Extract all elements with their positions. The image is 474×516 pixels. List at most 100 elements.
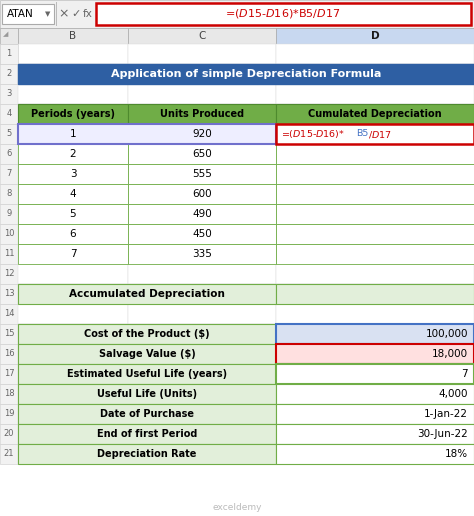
Bar — [276, 424, 474, 444]
Text: 555: 555 — [192, 169, 212, 179]
Bar — [18, 424, 128, 444]
Bar — [18, 384, 128, 404]
Text: Date of Purchase: Date of Purchase — [100, 409, 194, 419]
Bar — [18, 144, 128, 164]
Bar — [18, 44, 128, 64]
Bar — [0, 0, 474, 28]
Bar — [18, 204, 128, 224]
Text: Application of simple Depreciation Formula: Application of simple Depreciation Formu… — [111, 69, 381, 79]
Bar — [0, 104, 18, 124]
Text: ▼: ▼ — [46, 11, 51, 17]
Bar — [18, 344, 276, 364]
Bar — [128, 364, 276, 384]
Bar — [128, 124, 276, 144]
Text: Useful Life (Units): Useful Life (Units) — [97, 389, 197, 399]
Text: ATAN: ATAN — [7, 9, 33, 19]
Bar — [276, 44, 474, 64]
Bar — [128, 184, 276, 204]
Bar — [0, 204, 18, 224]
Bar — [276, 404, 474, 424]
Text: 4: 4 — [70, 189, 76, 199]
Bar — [18, 124, 276, 144]
Bar — [128, 344, 276, 364]
Bar — [276, 364, 474, 384]
Bar — [276, 364, 474, 384]
Text: 16: 16 — [4, 349, 14, 359]
Bar — [276, 124, 474, 144]
Text: 1-Jan-22: 1-Jan-22 — [424, 409, 468, 419]
Bar — [128, 144, 276, 164]
Bar — [276, 384, 474, 404]
Bar — [276, 164, 474, 184]
Bar — [18, 64, 474, 84]
Text: ✓: ✓ — [71, 9, 81, 19]
Text: /$D$17: /$D$17 — [368, 128, 392, 139]
Bar — [0, 164, 18, 184]
Text: 17: 17 — [4, 369, 14, 379]
Bar — [128, 64, 276, 84]
Text: 21: 21 — [4, 449, 14, 459]
Bar — [276, 384, 474, 404]
Text: ◢: ◢ — [3, 31, 9, 37]
Bar — [18, 444, 276, 464]
Bar — [18, 364, 276, 384]
Bar — [0, 264, 18, 284]
Bar — [276, 244, 474, 264]
Bar — [18, 144, 128, 164]
Bar — [0, 444, 18, 464]
Bar — [2, 4, 54, 24]
Bar — [128, 404, 276, 424]
Bar — [128, 264, 276, 284]
Text: Accumulated Depreciation: Accumulated Depreciation — [69, 289, 225, 299]
Bar — [128, 104, 276, 124]
Bar — [128, 284, 276, 304]
Bar — [0, 84, 18, 104]
Text: exceldemy: exceldemy — [212, 504, 262, 512]
Bar — [128, 304, 276, 324]
Bar — [276, 284, 474, 304]
Bar — [0, 28, 18, 44]
Bar — [276, 424, 474, 444]
Text: 1: 1 — [70, 129, 76, 139]
Bar — [0, 324, 18, 344]
Bar — [18, 284, 276, 304]
Bar — [276, 84, 474, 104]
Bar — [0, 364, 18, 384]
Bar — [276, 244, 474, 264]
Bar — [276, 224, 474, 244]
Text: 4: 4 — [6, 109, 12, 119]
Bar — [128, 84, 276, 104]
Bar — [0, 424, 18, 444]
Bar — [128, 184, 276, 204]
Bar — [18, 164, 128, 184]
Bar — [276, 144, 474, 164]
Bar — [18, 124, 128, 144]
Bar — [18, 444, 128, 464]
Bar — [18, 28, 128, 44]
Bar — [128, 204, 276, 224]
Bar — [18, 424, 276, 444]
Bar — [18, 204, 128, 224]
Text: Units Produced: Units Produced — [160, 109, 244, 119]
Text: 600: 600 — [192, 189, 212, 199]
Text: 11: 11 — [4, 250, 14, 259]
Bar — [0, 224, 18, 244]
Bar — [0, 384, 18, 404]
Bar — [128, 204, 276, 224]
Bar — [18, 404, 276, 424]
Bar — [276, 124, 474, 144]
Bar — [18, 164, 128, 184]
Bar — [128, 244, 276, 264]
Text: fx: fx — [83, 9, 93, 19]
Text: 335: 335 — [192, 249, 212, 259]
Text: 3: 3 — [70, 169, 76, 179]
Bar — [128, 224, 276, 244]
Bar — [128, 44, 276, 64]
Bar — [276, 264, 474, 284]
Bar — [18, 104, 128, 124]
Bar — [128, 224, 276, 244]
Bar — [276, 444, 474, 464]
Text: C: C — [198, 31, 206, 41]
Bar — [128, 164, 276, 184]
Bar — [276, 28, 474, 44]
